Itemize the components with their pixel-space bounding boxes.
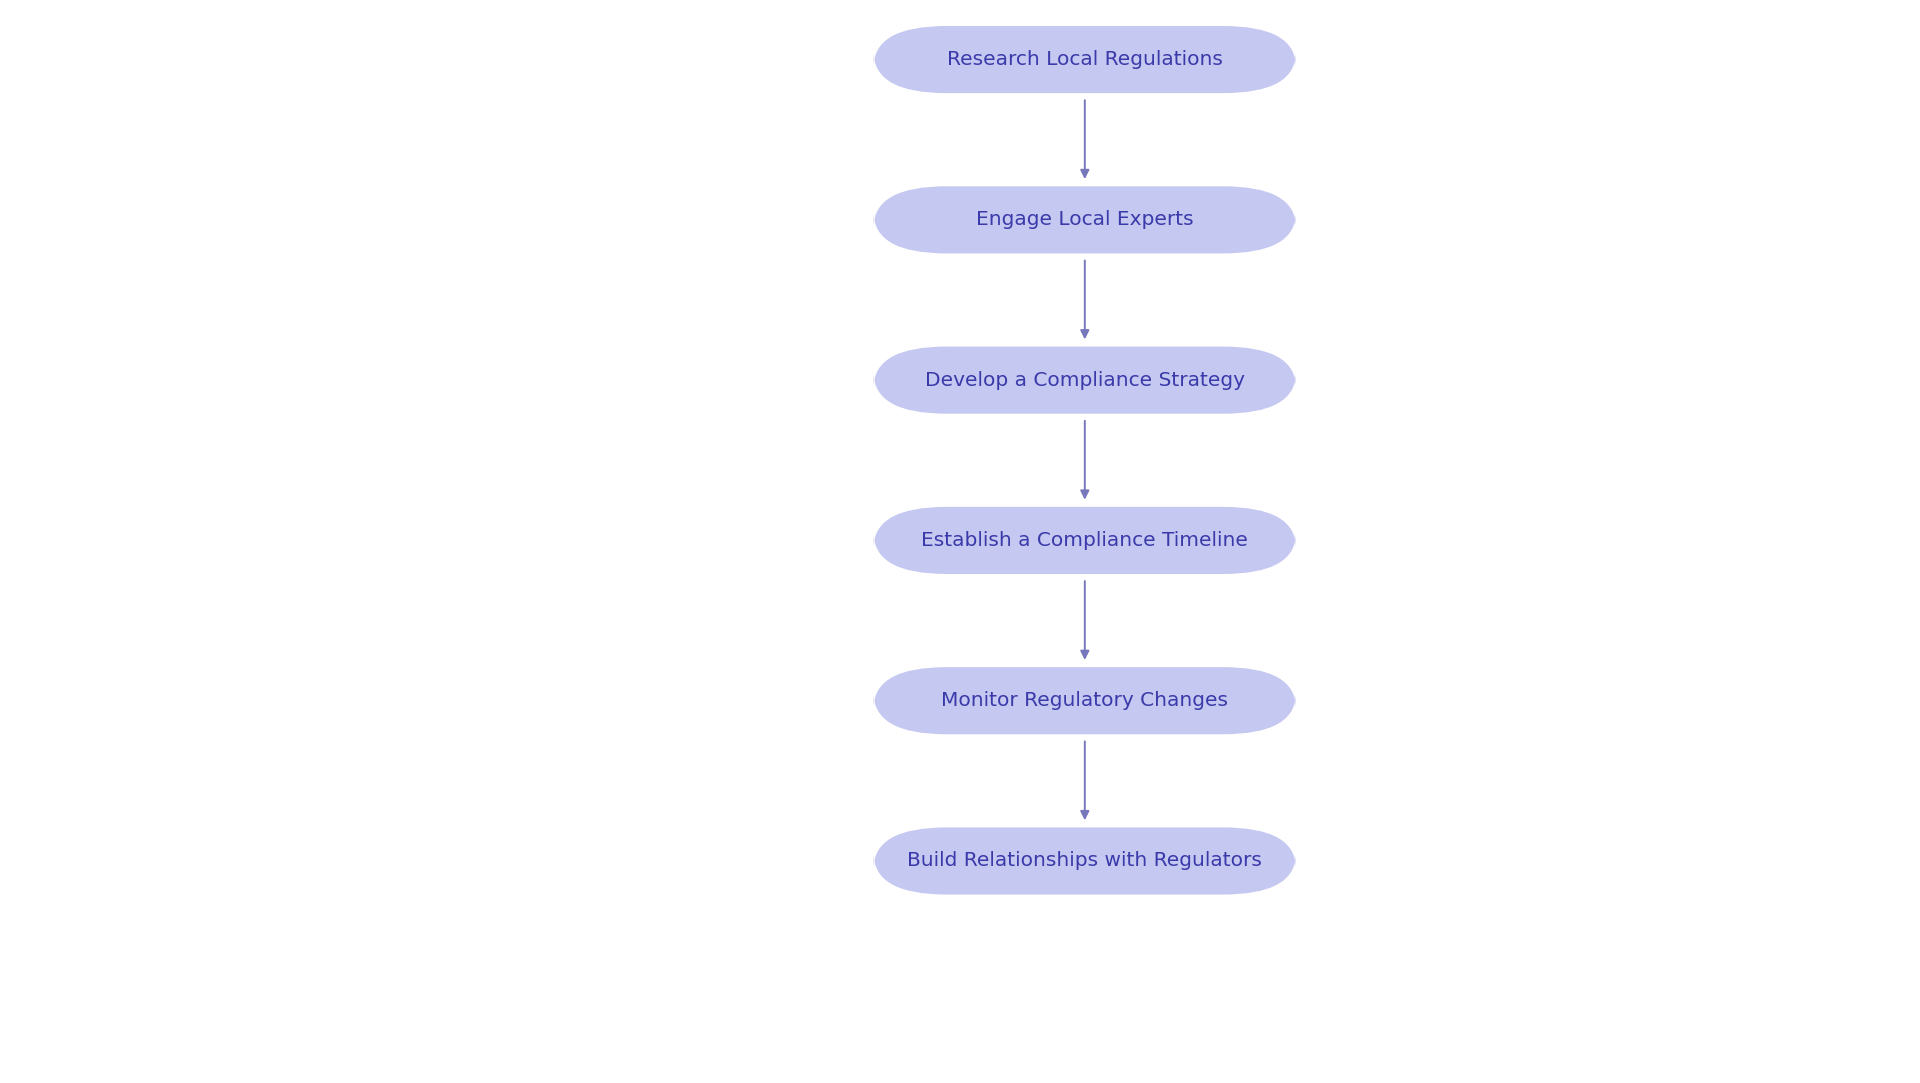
FancyBboxPatch shape (874, 827, 1296, 895)
Text: Engage Local Experts: Engage Local Experts (975, 210, 1194, 230)
FancyBboxPatch shape (874, 667, 1296, 734)
FancyBboxPatch shape (874, 507, 1296, 574)
FancyBboxPatch shape (874, 186, 1296, 253)
FancyBboxPatch shape (874, 26, 1296, 93)
FancyBboxPatch shape (874, 347, 1296, 414)
Text: Build Relationships with Regulators: Build Relationships with Regulators (908, 851, 1261, 871)
Text: Research Local Regulations: Research Local Regulations (947, 50, 1223, 69)
Text: Establish a Compliance Timeline: Establish a Compliance Timeline (922, 531, 1248, 550)
Text: Develop a Compliance Strategy: Develop a Compliance Strategy (925, 370, 1244, 390)
Text: Monitor Regulatory Changes: Monitor Regulatory Changes (941, 691, 1229, 710)
